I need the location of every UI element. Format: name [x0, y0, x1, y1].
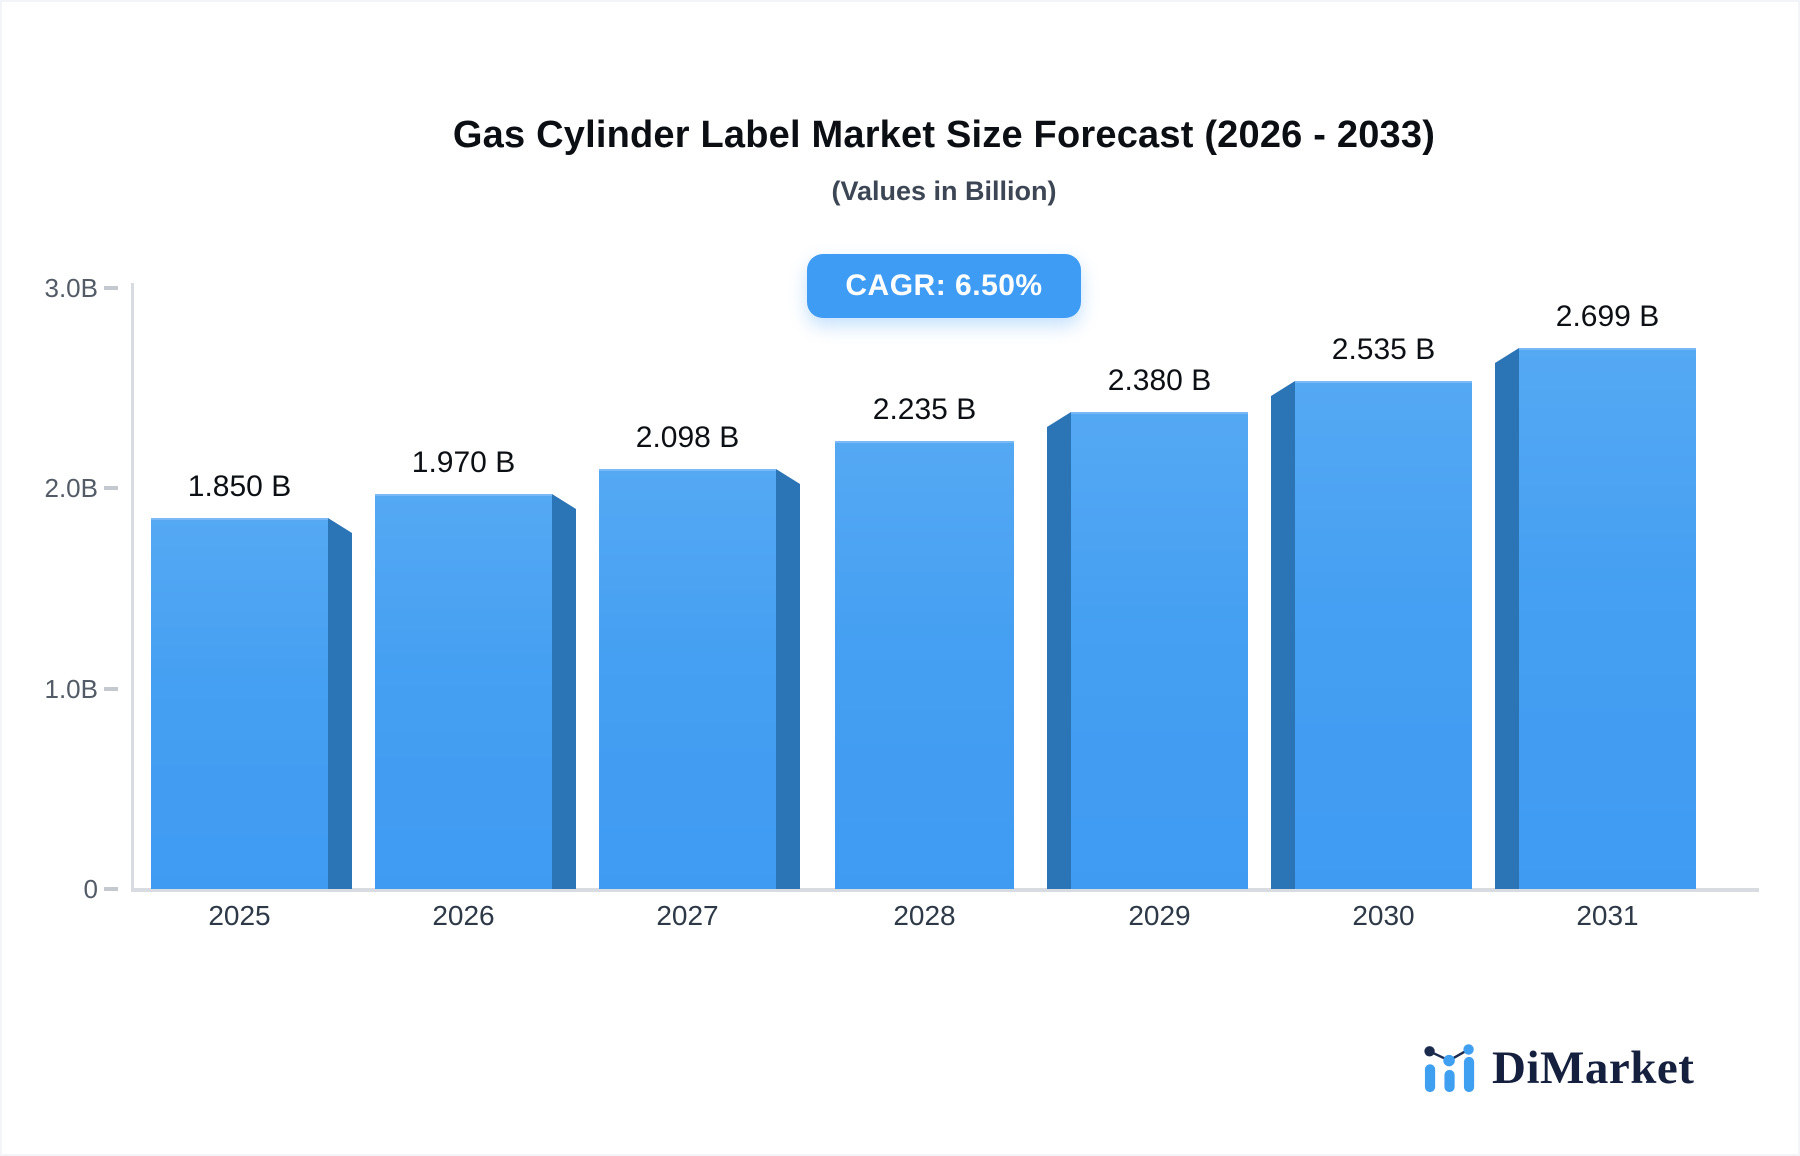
y-axis-tick-mark [104, 486, 118, 491]
bar-2030[interactable] [1295, 381, 1472, 889]
bar-2029-side-face [1047, 412, 1071, 889]
x-axis-baseline [131, 888, 1759, 892]
bar-value-label: 1.850 B [187, 470, 292, 503]
bar-chart-trend-icon [1424, 1044, 1475, 1093]
y-axis-tick-mark [104, 887, 118, 891]
x-axis-category-label: 2025 [208, 900, 271, 931]
x-axis-category-label: 2031 [1576, 900, 1639, 931]
x-axis-category-label: 2028 [893, 900, 956, 931]
bar-value-label: 2.699 B [1555, 300, 1660, 333]
bar-value-label: 2.535 B [1331, 333, 1436, 366]
y-axis-tick-label: 2.0B [44, 473, 99, 504]
x-axis-category-label: 2029 [1128, 900, 1191, 931]
y-axis-tick-label: 3.0B [44, 273, 99, 304]
bar-2031-side-face [1495, 348, 1519, 889]
x-axis-category-label: 2027 [656, 900, 719, 931]
bar-2031[interactable] [1519, 348, 1696, 889]
y-axis-tick-mark [104, 686, 118, 691]
brand-logo-text: DiMarket [1492, 1042, 1695, 1094]
bar-2025-side-face [328, 518, 352, 889]
bar-value-label: 2.098 B [635, 421, 740, 454]
y-axis-tick-mark [104, 286, 118, 291]
bar-2028[interactable] [835, 441, 1014, 889]
bar-value-label: 2.380 B [1107, 364, 1212, 397]
x-axis-category-label: 2030 [1352, 900, 1415, 931]
brand-logo: DiMarket [1422, 1040, 1694, 1096]
bar-2027-side-face [776, 469, 800, 889]
y-axis-tick-label: 1.0B [44, 673, 99, 704]
bar-value-label: 2.235 B [872, 393, 977, 426]
x-axis-category-label: 2026 [432, 900, 495, 931]
bar-2029[interactable] [1071, 412, 1248, 889]
bar-value-label: 1.970 B [411, 446, 516, 479]
bar-2030-side-face [1271, 381, 1295, 889]
y-axis-line [131, 283, 134, 890]
page-title: Gas Cylinder Label Market Size Forecast … [452, 114, 1436, 156]
cagr-badge-row: CAGR: 6.50% [134, 254, 1754, 318]
y-axis-tick-label: 0 [83, 874, 98, 904]
chart-subtitle: (Values in Billion) [831, 176, 1057, 206]
bar-2027[interactable] [599, 469, 776, 889]
bar-2026[interactable] [375, 494, 552, 889]
bar-2025[interactable] [151, 518, 328, 889]
cagr-badge: CAGR: 6.50% [807, 254, 1081, 318]
bar-2026-side-face [552, 494, 576, 889]
